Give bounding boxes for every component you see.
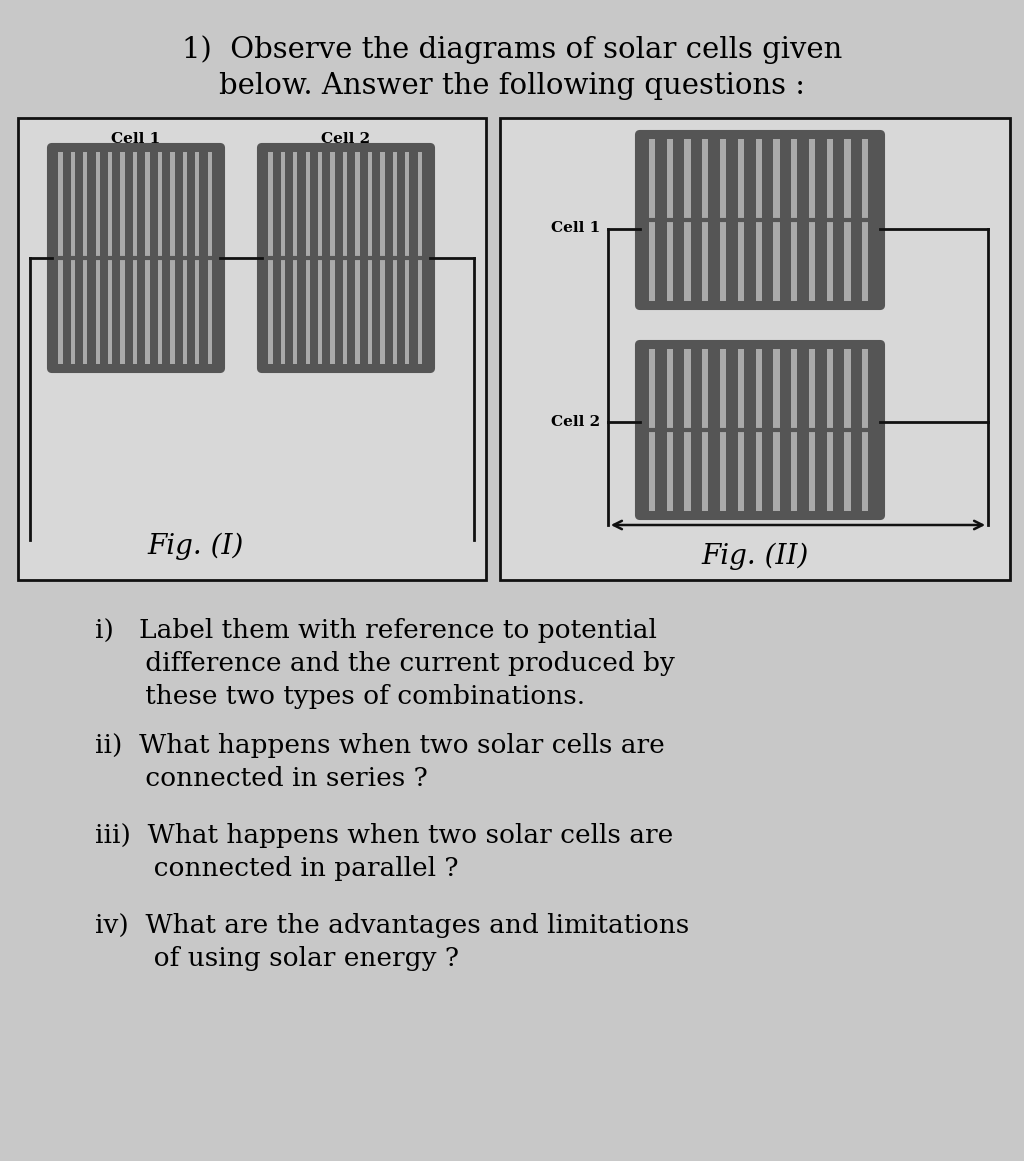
Text: connected in parallel ?: connected in parallel ? (95, 856, 459, 881)
Bar (83, 152, 87, 365)
Bar (196, 152, 200, 365)
Text: iii)  What happens when two solar cells are: iii) What happens when two solar cells a… (95, 823, 673, 848)
Bar (773, 349, 779, 511)
Text: difference and the current produced by: difference and the current produced by (95, 651, 675, 676)
Bar (702, 349, 709, 511)
Bar (684, 349, 690, 511)
Bar (145, 152, 150, 365)
Bar (756, 139, 762, 301)
Bar (18, 118, 486, 580)
Bar (182, 152, 187, 365)
Bar (343, 152, 347, 365)
Bar (862, 139, 868, 301)
Bar (58, 152, 62, 365)
Bar (318, 152, 323, 365)
Bar (392, 152, 397, 365)
Bar (826, 349, 833, 511)
Bar (737, 349, 744, 511)
Bar (792, 139, 798, 301)
Bar (170, 152, 174, 365)
Bar (720, 139, 726, 301)
Text: Fig. (I): Fig. (I) (147, 533, 244, 560)
Bar (208, 152, 212, 365)
Text: iv)  What are the advantages and limitations: iv) What are the advantages and limitati… (95, 913, 689, 938)
Text: i)   Label them with reference to potential: i) Label them with reference to potentia… (95, 618, 656, 643)
Bar (331, 152, 335, 365)
Text: connected in series ?: connected in series ? (95, 766, 428, 791)
Bar (862, 349, 868, 511)
Bar (702, 139, 709, 301)
Bar (826, 139, 833, 301)
FancyBboxPatch shape (636, 341, 884, 519)
Bar (158, 152, 162, 365)
Text: Fig. (II): Fig. (II) (701, 542, 809, 570)
Bar (845, 349, 851, 511)
Bar (500, 118, 1010, 580)
Bar (845, 139, 851, 301)
Bar (355, 152, 359, 365)
Bar (268, 152, 272, 365)
Bar (667, 139, 673, 301)
Bar (281, 152, 285, 365)
Bar (368, 152, 372, 365)
Bar (773, 139, 779, 301)
Bar (305, 152, 310, 365)
Bar (792, 349, 798, 511)
Bar (756, 349, 762, 511)
Bar (809, 139, 815, 301)
Bar (108, 152, 113, 365)
Bar (649, 139, 655, 301)
Text: ii)  What happens when two solar cells are: ii) What happens when two solar cells ar… (95, 733, 665, 758)
Bar (95, 152, 100, 365)
Text: below. Answer the following questions :: below. Answer the following questions : (219, 72, 805, 100)
Text: Cell 2: Cell 2 (551, 414, 600, 428)
Bar (418, 152, 422, 365)
Bar (667, 349, 673, 511)
Bar (293, 152, 297, 365)
FancyBboxPatch shape (258, 144, 434, 372)
Bar (809, 349, 815, 511)
Bar (684, 139, 690, 301)
FancyBboxPatch shape (48, 144, 224, 372)
Text: of using solar energy ?: of using solar energy ? (95, 946, 459, 971)
FancyBboxPatch shape (636, 131, 884, 309)
Bar (720, 349, 726, 511)
Text: Cell 1: Cell 1 (551, 222, 600, 236)
Bar (71, 152, 75, 365)
Text: Cell 2: Cell 2 (322, 132, 371, 146)
Bar (380, 152, 385, 365)
Bar (737, 139, 744, 301)
Text: Cell 1: Cell 1 (112, 132, 161, 146)
Text: these two types of combinations.: these two types of combinations. (95, 684, 585, 709)
Bar (406, 152, 410, 365)
Bar (649, 349, 655, 511)
Text: 1)  Observe the diagrams of solar cells given: 1) Observe the diagrams of solar cells g… (182, 35, 842, 64)
Bar (121, 152, 125, 365)
Bar (133, 152, 137, 365)
